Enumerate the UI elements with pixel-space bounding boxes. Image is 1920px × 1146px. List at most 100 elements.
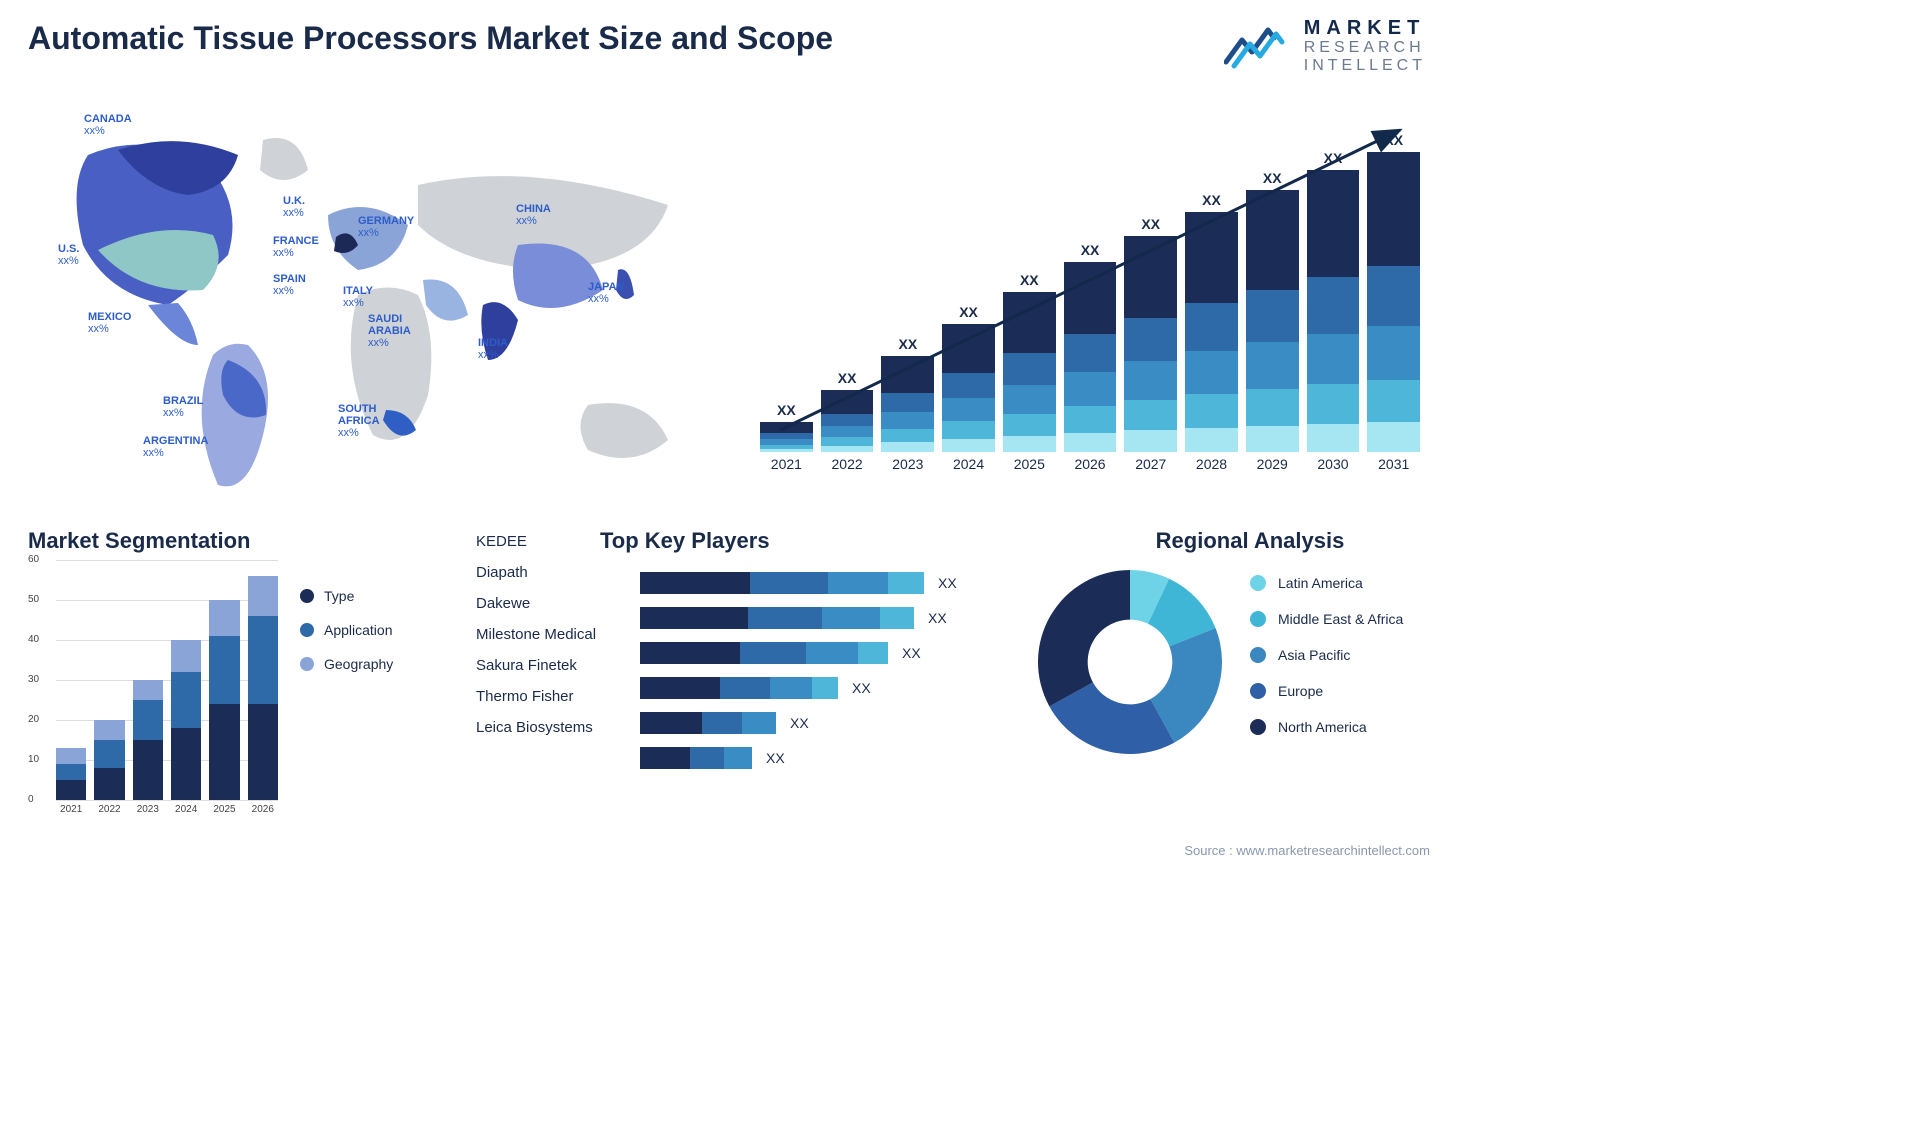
growth-bar: XX (760, 402, 813, 452)
players-title: Top Key Players (600, 528, 1050, 554)
growth-year-label: 2023 (881, 456, 934, 480)
map-country-label: CANADAxx% (84, 113, 132, 137)
growth-bar-value-label: XX (1202, 192, 1221, 208)
player-bar-value: XX (938, 575, 957, 591)
world-map: CANADAxx%U.S.xx%MEXICOxx%BRAZILxx%ARGENT… (28, 95, 728, 505)
growth-bar: XX (1307, 150, 1360, 452)
seg-bar (171, 640, 201, 800)
players-name-list: KEDEEDiapathDakeweMilestone MedicalSakur… (476, 533, 616, 736)
growth-year-label: 2030 (1307, 456, 1360, 480)
growth-bar-value-label: XX (1081, 242, 1100, 258)
logo-text: MARKET RESEARCH INTELLECT (1304, 18, 1426, 74)
growth-year-label: 2028 (1185, 456, 1238, 480)
growth-bar-value-label: XX (1263, 170, 1282, 186)
growth-year-label: 2027 (1124, 456, 1177, 480)
segmentation-chart: 0102030405060 202120222023202420252026 (28, 560, 278, 820)
seg-ytick: 20 (28, 714, 39, 725)
map-country-label: U.K.xx% (283, 195, 305, 219)
player-bar-row: XX (640, 642, 980, 664)
seg-ytick: 10 (28, 754, 39, 765)
growth-bar: XX (1003, 272, 1056, 452)
region-donut-chart (1030, 562, 1230, 762)
growth-year-label: 2031 (1367, 456, 1420, 480)
player-bar-value: XX (902, 645, 921, 661)
seg-year-label: 2024 (171, 804, 201, 820)
logo-line3: INTELLECT (1304, 58, 1426, 74)
map-country-label: MEXICOxx% (88, 311, 131, 335)
player-bar-value: XX (790, 715, 809, 731)
seg-ytick: 30 (28, 674, 39, 685)
page-title: Automatic Tissue Processors Market Size … (28, 20, 833, 57)
region-legend: Latin AmericaMiddle East & AfricaAsia Pa… (1250, 575, 1403, 735)
players-bar-chart: XX XX XX XX XX XX (640, 572, 980, 769)
player-name: Dakewe (476, 595, 616, 612)
map-country-label: JAPANxx% (588, 281, 624, 305)
seg-bar (248, 576, 278, 800)
region-legend-item: Asia Pacific (1250, 647, 1403, 663)
region-legend-item: North America (1250, 719, 1403, 735)
growth-year-label: 2022 (821, 456, 874, 480)
map-country-label: CHINAxx% (516, 203, 551, 227)
growth-bar-value-label: XX (898, 336, 917, 352)
player-bar-value: XX (766, 750, 785, 766)
growth-bar-value-label: XX (1324, 150, 1343, 166)
map-country-label: INDIAxx% (478, 337, 508, 361)
map-country-label: ITALYxx% (343, 285, 373, 309)
growth-bar: XX (1124, 216, 1177, 452)
growth-year-label: 2025 (1003, 456, 1056, 480)
seg-legend-item: Application (300, 622, 393, 638)
growth-year-label: 2029 (1246, 456, 1299, 480)
logo-line2: RESEARCH (1304, 40, 1426, 56)
growth-year-label: 2024 (942, 456, 995, 480)
donut-slice (1038, 570, 1130, 706)
logo-mark-icon (1224, 22, 1294, 70)
player-bar-row: XX (640, 572, 980, 594)
growth-bar-value-label: XX (1141, 216, 1160, 232)
player-bar-row: XX (640, 712, 980, 734)
seg-bar (56, 748, 86, 800)
region-legend-item: Europe (1250, 683, 1403, 699)
player-bar-value: XX (852, 680, 871, 696)
seg-year-label: 2025 (209, 804, 239, 820)
region-section: Regional Analysis (1060, 528, 1440, 554)
brand-logo: MARKET RESEARCH INTELLECT (1224, 18, 1426, 74)
seg-year-label: 2023 (133, 804, 163, 820)
player-bar-value: XX (928, 610, 947, 626)
logo-line1: MARKET (1304, 18, 1426, 38)
map-country-label: GERMANYxx% (358, 215, 414, 239)
seg-ytick: 50 (28, 594, 39, 605)
player-bar-row: XX (640, 677, 980, 699)
seg-legend-item: Geography (300, 656, 393, 672)
seg-year-label: 2021 (56, 804, 86, 820)
player-name: Diapath (476, 564, 616, 581)
segmentation-section: Market Segmentation (28, 528, 478, 554)
map-country-label: SOUTHAFRICAxx% (338, 403, 380, 439)
player-name: Sakura Finetek (476, 657, 616, 674)
seg-bar (209, 600, 239, 800)
region-title: Regional Analysis (1060, 528, 1440, 554)
player-bar-row: XX (640, 747, 980, 769)
growth-bar: XX (1246, 170, 1299, 452)
seg-legend-item: Type (300, 588, 393, 604)
seg-ytick: 0 (28, 794, 34, 805)
player-name: Thermo Fisher (476, 688, 616, 705)
player-name: KEDEE (476, 533, 616, 550)
growth-bar: XX (1064, 242, 1117, 452)
seg-ytick: 40 (28, 634, 39, 645)
growth-bar: XX (821, 370, 874, 452)
segmentation-legend: Type Application Geography (300, 588, 393, 672)
growth-bar-value-label: XX (959, 304, 978, 320)
growth-bar: XX (1185, 192, 1238, 452)
growth-bar: XX (1367, 132, 1420, 452)
seg-bar (94, 720, 124, 800)
player-name: Leica Biosystems (476, 719, 616, 736)
map-country-label: ARGENTINAxx% (143, 435, 208, 459)
seg-year-label: 2022 (94, 804, 124, 820)
region-legend-item: Latin America (1250, 575, 1403, 591)
source-attribution: Source : www.marketresearchintellect.com (1184, 843, 1430, 858)
growth-bar-value-label: XX (777, 402, 796, 418)
map-country-label: U.S.xx% (58, 243, 79, 267)
growth-bar-value-label: XX (838, 370, 857, 386)
player-bar-row: XX (640, 607, 980, 629)
growth-bar-value-label: XX (1020, 272, 1039, 288)
